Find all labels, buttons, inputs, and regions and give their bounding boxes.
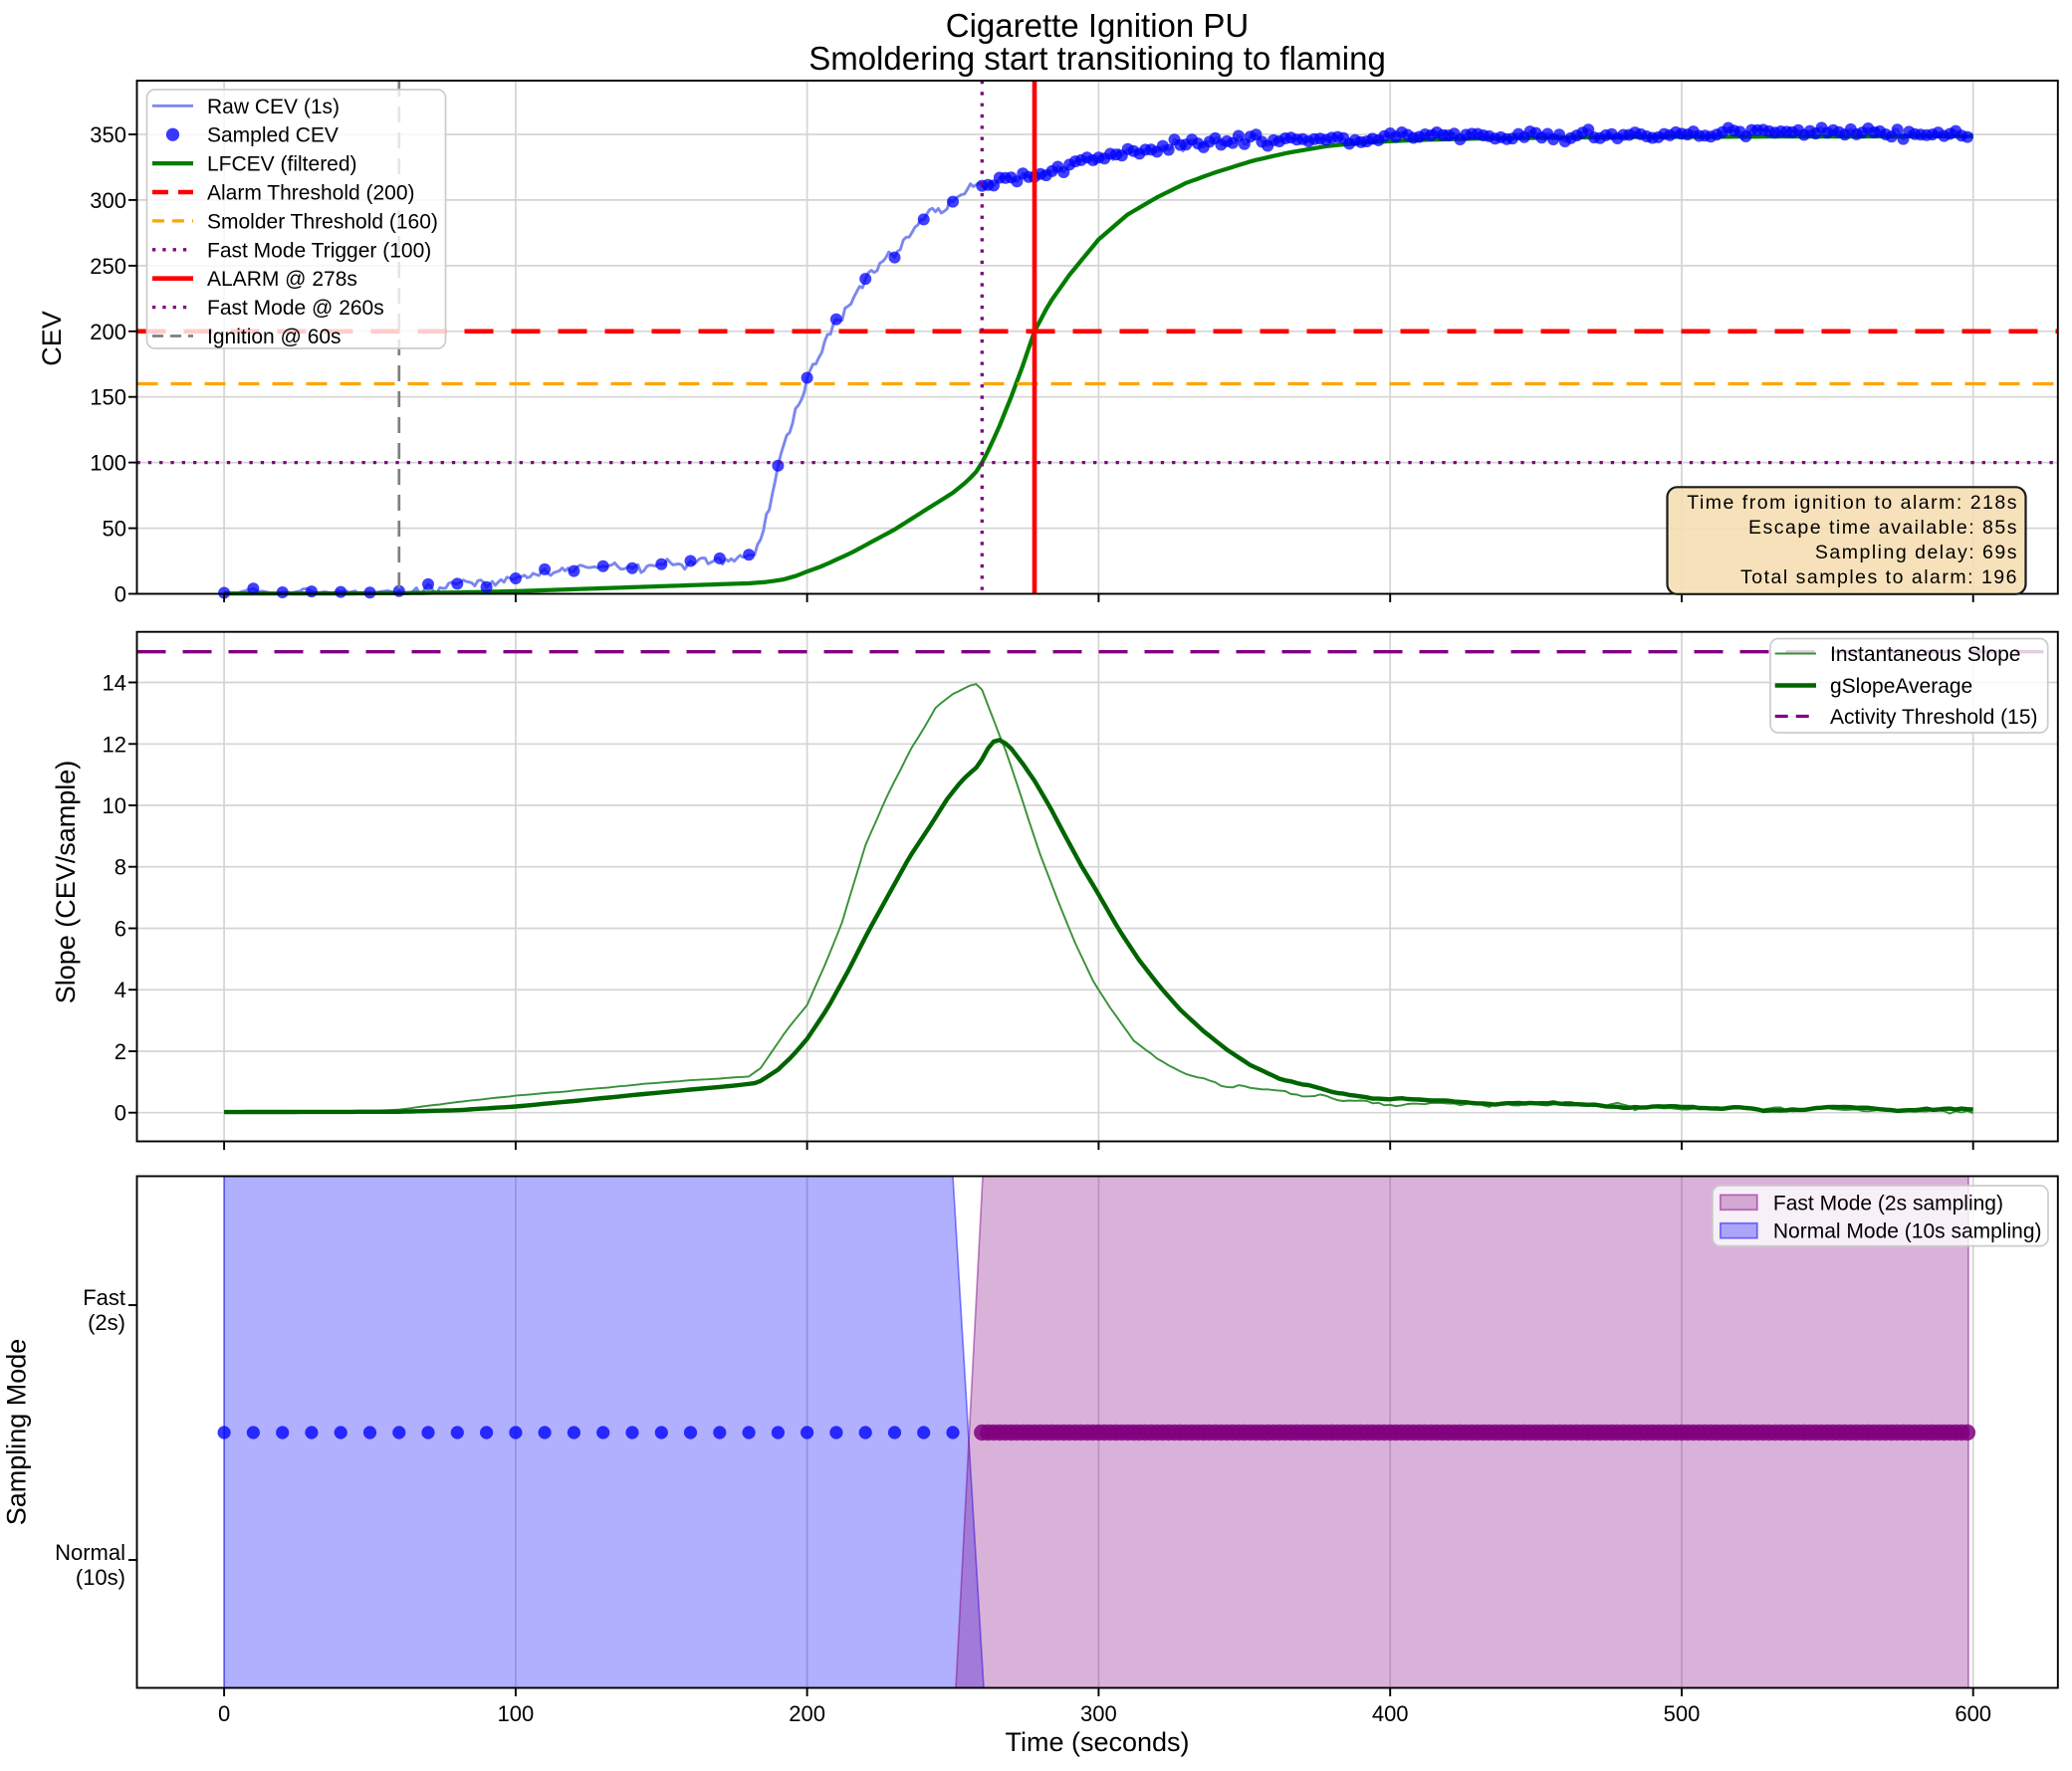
svg-text:Raw CEV (1s): Raw CEV (1s) bbox=[207, 96, 340, 118]
svg-text:300: 300 bbox=[90, 188, 126, 213]
svg-text:Time from ignition to alarm: 2: Time from ignition to alarm: 218s bbox=[1687, 492, 2018, 514]
svg-text:Alarm Threshold (200): Alarm Threshold (200) bbox=[207, 182, 415, 205]
svg-text:Smoldering start transitioning: Smoldering start transitioning to flamin… bbox=[808, 40, 1386, 77]
svg-text:Fast: Fast bbox=[83, 1285, 125, 1310]
svg-text:350: 350 bbox=[90, 122, 126, 147]
svg-text:gSlopeAverage: gSlopeAverage bbox=[1830, 675, 1972, 698]
svg-text:Fast Mode @ 260s: Fast Mode @ 260s bbox=[207, 297, 384, 320]
svg-text:Escape time available: 85s: Escape time available: 85s bbox=[1748, 517, 2018, 539]
svg-text:Time (seconds): Time (seconds) bbox=[1005, 1727, 1189, 1757]
svg-text:250: 250 bbox=[90, 254, 126, 279]
svg-text:Sampling delay: 69s: Sampling delay: 69s bbox=[1815, 542, 2018, 563]
svg-text:Cigarette Ignition PU: Cigarette Ignition PU bbox=[946, 7, 1250, 44]
svg-text:600: 600 bbox=[1955, 1701, 1991, 1726]
svg-text:200: 200 bbox=[90, 320, 126, 344]
svg-text:12: 12 bbox=[103, 732, 126, 757]
svg-text:Total samples to alarm: 196: Total samples to alarm: 196 bbox=[1740, 566, 2018, 588]
svg-text:200: 200 bbox=[789, 1701, 825, 1726]
svg-text:Fast Mode Trigger (100): Fast Mode Trigger (100) bbox=[207, 239, 431, 262]
svg-text:Activity Threshold (15): Activity Threshold (15) bbox=[1830, 706, 2038, 729]
svg-text:Normal Mode (10s sampling): Normal Mode (10s sampling) bbox=[1773, 1220, 2042, 1243]
svg-text:(2s): (2s) bbox=[88, 1310, 125, 1335]
svg-text:2: 2 bbox=[115, 1039, 126, 1064]
svg-text:50: 50 bbox=[103, 517, 126, 542]
svg-text:(10s): (10s) bbox=[76, 1565, 125, 1590]
svg-text:Fast Mode (2s sampling): Fast Mode (2s sampling) bbox=[1773, 1192, 2003, 1215]
svg-text:100: 100 bbox=[498, 1701, 535, 1726]
svg-text:300: 300 bbox=[1080, 1701, 1117, 1726]
svg-text:0: 0 bbox=[115, 582, 126, 607]
svg-text:Sampled CEV: Sampled CEV bbox=[207, 124, 339, 147]
svg-text:150: 150 bbox=[90, 385, 126, 410]
svg-text:LFCEV (filtered): LFCEV (filtered) bbox=[207, 153, 357, 176]
svg-text:500: 500 bbox=[1664, 1701, 1701, 1726]
svg-text:14: 14 bbox=[103, 671, 126, 696]
svg-text:Smolder Threshold (160): Smolder Threshold (160) bbox=[207, 210, 438, 233]
svg-text:CEV: CEV bbox=[37, 311, 67, 366]
svg-text:Sampling Mode: Sampling Mode bbox=[2, 1339, 32, 1526]
svg-text:6: 6 bbox=[115, 917, 126, 942]
svg-text:4: 4 bbox=[115, 978, 126, 1002]
svg-text:Ignition @ 60s: Ignition @ 60s bbox=[207, 326, 342, 348]
svg-text:Slope (CEV/sample): Slope (CEV/sample) bbox=[51, 761, 81, 1004]
svg-text:Normal: Normal bbox=[55, 1540, 125, 1565]
svg-text:100: 100 bbox=[90, 451, 126, 476]
svg-text:0: 0 bbox=[115, 1101, 126, 1126]
svg-text:10: 10 bbox=[103, 793, 126, 818]
svg-text:0: 0 bbox=[218, 1701, 230, 1726]
svg-text:Instantaneous Slope: Instantaneous Slope bbox=[1830, 643, 2020, 666]
svg-text:ALARM @ 278s: ALARM @ 278s bbox=[207, 268, 357, 291]
svg-text:8: 8 bbox=[115, 855, 126, 880]
svg-text:400: 400 bbox=[1372, 1701, 1409, 1726]
